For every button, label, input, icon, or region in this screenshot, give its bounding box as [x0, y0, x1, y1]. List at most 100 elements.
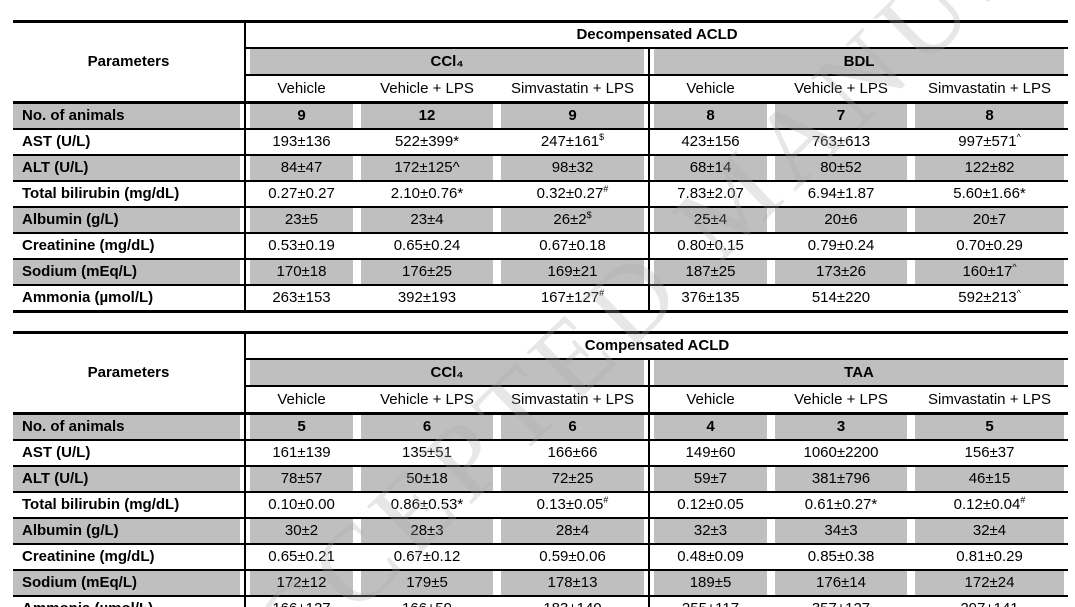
value-cell: 176±14: [771, 570, 911, 596]
row-label: Total bilirubin (mg/dL): [22, 185, 180, 202]
value-cell: 381±796: [771, 466, 911, 492]
value-cell: 0.65±0.21: [244, 544, 357, 570]
value-cell: 0.67±0.12: [393, 548, 461, 565]
parameters-header: Parameters: [13, 332, 245, 415]
value-cell: 592±213^: [958, 288, 1021, 307]
value-cell: 8: [911, 102, 1069, 129]
value-cell: 0.86±0.53*: [390, 496, 464, 513]
group-header: TAA: [648, 359, 1068, 387]
value-cell: 0.81±0.29: [956, 548, 1023, 565]
value-cell: 149±60: [648, 440, 771, 466]
value-cell: 172±12: [244, 570, 357, 596]
row-label: AST (U/L): [22, 133, 91, 150]
value-cell: 78±57: [244, 466, 357, 492]
row-label: Albumin (g/L): [13, 207, 245, 233]
table-row: Sodium (mEq/L) 172±12 179±5 178±13 189±5 176±…: [13, 570, 1068, 596]
value-cell: 84±47: [244, 155, 357, 181]
value-cell: 763±613: [811, 133, 871, 150]
value-cell: 0.80±0.15: [648, 233, 771, 259]
value-cell: 160±17^: [911, 259, 1069, 285]
value-cell: 122±82: [911, 155, 1069, 181]
value-cell: 28±3: [357, 518, 497, 544]
row-label: Creatinine (mg/dL): [22, 548, 155, 565]
column-header: Vehicle: [648, 386, 771, 415]
value-cell: 172±24: [911, 570, 1068, 596]
value-cell: 9: [244, 102, 357, 129]
value-cell: 167±127#: [540, 288, 605, 307]
column-header: Simvastatin + LPS: [911, 386, 1068, 415]
value-cell: 5: [244, 413, 357, 440]
value-cell: 170±18: [244, 259, 357, 285]
compensated-acld-table: Parameters Compensated ACLD CCl₄ TAA Vehicle…: [13, 331, 1068, 607]
column-header: Vehicle + LPS: [771, 75, 911, 104]
value-cell: 0.79±0.24: [807, 237, 875, 254]
value-cell: 1060±2200: [803, 444, 879, 461]
column-header: Simvastatin + LPS: [911, 75, 1069, 104]
table-title: Compensated ACLD: [244, 332, 1068, 360]
value-cell: 176±25: [357, 259, 497, 285]
value-cell: 32±3: [648, 518, 771, 544]
row-label: ALT (U/L): [13, 155, 245, 181]
value-cell: 68±14: [648, 155, 771, 181]
value-cell: 183±140: [497, 596, 649, 607]
value-cell: 28±4: [497, 518, 649, 544]
parameters-header: Parameters: [13, 21, 245, 104]
value-cell: 6: [357, 413, 497, 440]
value-cell: 0.48±0.09: [648, 544, 771, 570]
value-cell: 263±153: [244, 285, 357, 312]
table-row: No. of animals 5 6 6 4 3 5: [13, 413, 1068, 440]
value-cell: 30±2: [244, 518, 357, 544]
value-cell: 189±5: [648, 570, 771, 596]
value-cell: 7.83±2.07: [648, 181, 771, 207]
table-row: Total bilirubin (mg/dL) 0.27±0.27 2.10±0.7…: [13, 181, 1069, 207]
value-cell: 23±4: [357, 207, 497, 233]
table-row: Albumin (g/L) 30±2 28±3 28±4 32±3 34±3 32±4: [13, 518, 1068, 544]
value-cell: 0.12±0.04#: [953, 495, 1026, 514]
value-cell: 0.67±0.18: [539, 237, 606, 254]
table-row: AST (U/L) 161±139 135±51 166±66 149±60 1060±2…: [13, 440, 1068, 466]
column-header: Vehicle: [244, 386, 357, 415]
value-cell: 178±13: [497, 570, 649, 596]
table-row: ALT (U/L) 84±47 172±125^ 98±32 68±14 80±52 122…: [13, 155, 1069, 181]
row-label: No. of animals: [13, 413, 245, 440]
value-cell: 20±6: [771, 207, 911, 233]
value-cell: 8: [648, 102, 771, 129]
row-label: No. of animals: [13, 102, 245, 129]
table-row: Total bilirubin (mg/dL) 0.10±0.00 0.86±0.5…: [13, 492, 1068, 518]
value-cell: 0.27±0.27: [244, 181, 357, 207]
value-cell: 392±193: [397, 289, 457, 306]
row-label: ALT (U/L): [13, 466, 245, 492]
column-header: Simvastatin + LPS: [497, 386, 649, 415]
table-title: Decompensated ACLD: [243, 21, 1069, 49]
table-row: Albumin (g/L) 23±5 23±4 26±2$ 25±4 20±6 20±7: [13, 207, 1069, 233]
value-cell: 26±2$: [497, 207, 649, 233]
value-cell: 297±141: [911, 596, 1068, 607]
table-row: Sodium (mEq/L) 170±18 176±25 169±21 187±25 17…: [13, 259, 1069, 285]
column-header: Vehicle: [648, 75, 771, 104]
value-cell: 193±136: [244, 129, 357, 155]
value-cell: 98±32: [497, 155, 649, 181]
value-cell: 156±37: [964, 444, 1015, 461]
table-row: Ammonia (µmol/L) 263±153 392±193 167±127# 37…: [13, 285, 1068, 312]
column-header: Vehicle: [244, 75, 357, 104]
column-header: Simvastatin + LPS: [497, 75, 649, 104]
value-cell: 187±25: [648, 259, 771, 285]
table-row: AST (U/L) 193±136 522±399* 247±161$ 423±156 7…: [13, 129, 1069, 155]
value-cell: 247±161$: [540, 132, 605, 151]
value-cell: 0.70±0.29: [956, 237, 1023, 254]
row-label: Creatinine (mg/dL): [22, 237, 155, 254]
value-cell: 0.10±0.00: [244, 492, 357, 518]
value-cell: 59±7: [648, 466, 771, 492]
value-cell: 161±139: [244, 440, 357, 466]
value-cell: 12: [357, 102, 497, 129]
value-cell: 7: [771, 102, 911, 129]
value-cell: 357±127: [771, 596, 911, 607]
column-header: Vehicle + LPS: [771, 386, 911, 415]
group-header: CCl₄: [244, 359, 649, 387]
group-header: CCl₄: [244, 48, 649, 76]
value-cell: 4: [648, 413, 771, 440]
value-cell: 166±59: [357, 596, 497, 607]
value-cell: 23±5: [244, 207, 357, 233]
value-cell: 376±135: [648, 285, 771, 312]
